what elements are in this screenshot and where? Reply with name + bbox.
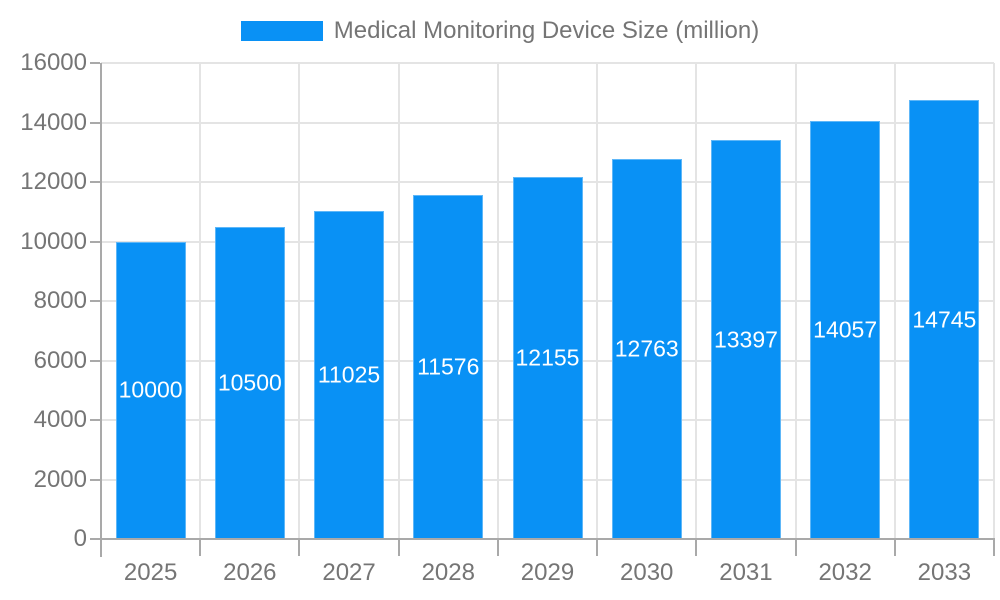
bar-value-label: 14745 <box>912 306 977 333</box>
bar-value-label: 12763 <box>614 335 679 362</box>
x-tick <box>596 538 599 556</box>
bar-value-label: 12155 <box>515 344 580 371</box>
bar-2030[interactable]: 12763 <box>611 159 682 539</box>
y-tick-label: 16000 <box>20 49 87 76</box>
bar-value-label: 11576 <box>417 353 480 380</box>
v-gridline <box>993 63 995 539</box>
legend-swatch-icon <box>240 21 323 41</box>
chart-legend[interactable]: Medical Monitoring Device Size (million) <box>0 16 1000 46</box>
x-tick-label: 2026 <box>223 559 277 586</box>
y-tick <box>90 121 100 124</box>
x-tick <box>397 538 400 556</box>
h-gridline <box>101 62 994 64</box>
x-tick-label: 2029 <box>520 559 575 586</box>
v-gridline <box>893 63 896 539</box>
v-gridline <box>794 63 797 539</box>
y-tick <box>90 181 100 183</box>
bar-2025[interactable]: 10000 <box>115 241 186 539</box>
bar-value-label: 11025 <box>317 361 381 388</box>
y-tick-label: 10000 <box>20 227 87 255</box>
x-tick-label: 2031 <box>719 559 773 586</box>
bar-2026[interactable]: 10500 <box>214 226 285 539</box>
v-gridline <box>397 63 400 539</box>
bar-2031[interactable]: 13397 <box>710 140 781 539</box>
x-tick <box>993 538 995 556</box>
x-tick-label: 2033 <box>917 559 972 586</box>
bar-value-label: 10000 <box>118 376 183 403</box>
y-tick <box>90 419 100 421</box>
y-tick-label: 8000 <box>33 287 87 314</box>
bar-value-label: 14057 <box>813 316 878 343</box>
legend-label: Medical Monitoring Device Size (million) <box>333 17 760 44</box>
x-tick-label: 2027 <box>322 559 376 586</box>
x-tick <box>893 538 896 556</box>
y-tick-label: 14000 <box>20 108 87 136</box>
y-tick <box>90 62 100 64</box>
bar-2032[interactable]: 14057 <box>810 120 881 539</box>
y-tick-label: 0 <box>73 525 87 552</box>
bar-2028[interactable]: 11576 <box>413 194 484 539</box>
y-tick <box>90 359 100 362</box>
y-tick <box>90 478 100 481</box>
x-tick <box>695 538 698 556</box>
y-tick-label: 12000 <box>20 168 87 195</box>
x-tick <box>298 538 301 556</box>
x-tick <box>794 538 797 556</box>
bar-value-label: 13397 <box>713 326 778 353</box>
bar-2027[interactable]: 11025 <box>314 211 385 539</box>
x-tick <box>100 538 102 556</box>
x-tick-label: 2030 <box>620 559 674 586</box>
y-tick-label: 2000 <box>33 465 87 493</box>
x-axis-line <box>101 538 994 540</box>
bar-2033[interactable]: 14745 <box>909 100 980 539</box>
y-tick-label: 4000 <box>33 406 87 433</box>
y-tick-label: 6000 <box>33 346 87 374</box>
h-gridline <box>101 121 994 124</box>
v-gridline <box>298 63 301 539</box>
y-tick <box>90 240 100 243</box>
y-tick <box>90 300 100 302</box>
v-gridline <box>596 63 599 539</box>
v-gridline <box>695 63 698 539</box>
v-gridline <box>496 63 499 539</box>
bar-2029[interactable]: 12155 <box>512 177 583 539</box>
x-tick-label: 2028 <box>421 559 475 586</box>
x-tick <box>199 538 202 556</box>
x-tick-label: 2032 <box>818 559 872 586</box>
y-tick <box>90 538 100 540</box>
plot-area: 10000 10500 11025 11576 12155 12763 13397 14057… <box>101 62 995 539</box>
bar-value-label: 10500 <box>217 369 282 396</box>
v-gridline <box>199 63 202 539</box>
x-tick-label: 2025 <box>123 559 178 586</box>
y-axis-line <box>100 63 102 557</box>
x-tick <box>496 538 499 556</box>
